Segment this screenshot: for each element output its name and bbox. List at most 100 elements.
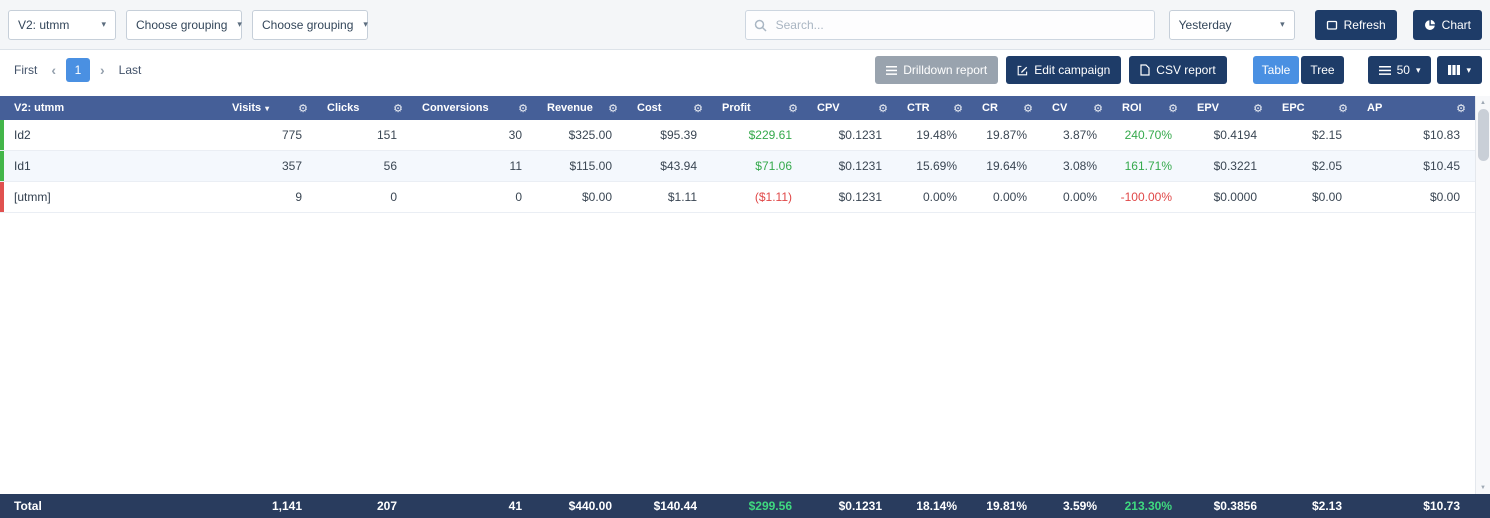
- column-settings-icon[interactable]: ⚙: [953, 102, 963, 115]
- column-label: EPV: [1197, 102, 1220, 114]
- column-settings-icon[interactable]: ⚙: [788, 102, 798, 115]
- cell-revenue: $325.00: [568, 128, 612, 142]
- cell-ap: $10.45: [1423, 159, 1460, 173]
- total-cr: 19.81%: [986, 499, 1027, 513]
- cell-ap: $10.83: [1423, 128, 1460, 142]
- column-settings-icon[interactable]: ⚙: [878, 102, 888, 115]
- drilldown-label: Drilldown report: [903, 63, 988, 77]
- table-row[interactable]: Id1 357 56 11 $115.00 $43.94 $71.06 $0.1…: [0, 151, 1475, 182]
- column-settings-icon[interactable]: ⚙: [393, 102, 403, 115]
- cell-ctr: 0.00%: [922, 190, 957, 204]
- column-header-cpv[interactable]: CPV ⚙: [807, 96, 897, 120]
- hamburger-icon: [1378, 65, 1391, 75]
- scroll-up-icon[interactable]: ▲: [1480, 99, 1486, 106]
- campaign-dropdown[interactable]: V2: utmm ▾: [8, 9, 116, 40]
- caret-down-icon: ▾: [1415, 64, 1421, 75]
- column-settings-icon[interactable]: ⚙: [1253, 102, 1263, 115]
- chevron-right-icon[interactable]: ›: [100, 62, 105, 78]
- refresh-label: Refresh: [1343, 17, 1386, 32]
- scrollbar-thumb[interactable]: [1477, 109, 1489, 161]
- tree-view-toggle[interactable]: Tree: [1301, 56, 1344, 84]
- table-view-toggle[interactable]: Table: [1252, 56, 1300, 84]
- column-header-revenue[interactable]: Revenue ⚙: [537, 96, 627, 120]
- column-settings-icon[interactable]: ⚙: [298, 102, 308, 115]
- total-visits: 1,141: [271, 499, 302, 513]
- date-range-value: Yesterday: [1178, 17, 1232, 32]
- search-input[interactable]: [744, 9, 1155, 40]
- column-header-cost[interactable]: Cost ⚙: [627, 96, 712, 120]
- csv-report-button[interactable]: CSV report: [1129, 56, 1227, 84]
- column-label: EPC: [1282, 102, 1305, 114]
- cell-revenue: $0.00: [581, 190, 612, 204]
- cell-epv: $0.4194: [1213, 128, 1257, 142]
- caret-down-icon: ▾: [237, 19, 242, 29]
- top-toolbar: V2: utmm ▾ Choose grouping ▾ Choose grou…: [0, 0, 1490, 50]
- column-header-cr[interactable]: CR ⚙: [972, 96, 1042, 120]
- columns-icon: [1448, 65, 1461, 75]
- search-container: [744, 9, 1155, 40]
- column-header-ctr[interactable]: CTR ⚙: [897, 96, 972, 120]
- column-header-roi[interactable]: ROI ⚙: [1112, 96, 1187, 120]
- status-indicator: [0, 182, 4, 212]
- column-settings-icon[interactable]: ⚙: [693, 102, 703, 115]
- cell-roi: 240.70%: [1124, 128, 1172, 142]
- table-row[interactable]: [utmm] 9 0 0 $0.00 $1.11 ($1.11) $0.1231…: [0, 182, 1475, 213]
- date-range-dropdown[interactable]: Yesterday ▾: [1168, 9, 1295, 40]
- column-label: Profit: [722, 102, 751, 114]
- column-settings-icon[interactable]: ⚙: [1456, 102, 1466, 115]
- column-settings-icon[interactable]: ⚙: [1168, 102, 1178, 115]
- column-settings-icon[interactable]: ⚙: [1023, 102, 1033, 115]
- total-cpv: $0.1231: [838, 499, 882, 513]
- column-header-visits[interactable]: Visits ▾ ⚙: [222, 96, 317, 120]
- column-header-ap[interactable]: AP ⚙: [1357, 96, 1475, 120]
- pagination-page-1[interactable]: 1: [66, 58, 90, 82]
- column-settings-icon[interactable]: ⚙: [1093, 102, 1103, 115]
- row-name-cell: Id2: [0, 120, 222, 150]
- refresh-icon: [1326, 20, 1337, 30]
- column-settings-icon[interactable]: ⚙: [518, 102, 528, 115]
- scroll-down-icon[interactable]: ▼: [1480, 484, 1486, 491]
- column-header-profit[interactable]: Profit ⚙: [712, 96, 807, 120]
- total-roi: 213.30%: [1124, 499, 1172, 513]
- total-revenue: $440.00: [568, 499, 612, 513]
- cell-epc: $2.15: [1311, 128, 1342, 142]
- chevron-left-icon[interactable]: ‹: [51, 62, 56, 78]
- column-label: Revenue: [547, 102, 593, 114]
- tree-toggle-label: Tree: [1310, 63, 1335, 77]
- cell-cr: 19.87%: [986, 128, 1027, 142]
- column-header-cv[interactable]: CV ⚙: [1042, 96, 1112, 120]
- column-header-epc[interactable]: EPC ⚙: [1272, 96, 1357, 120]
- cell-cost: $43.94: [660, 159, 697, 173]
- column-header-epv[interactable]: EPV ⚙: [1187, 96, 1272, 120]
- column-settings-icon[interactable]: ⚙: [608, 102, 618, 115]
- column-settings-icon[interactable]: ⚙: [1338, 102, 1348, 115]
- grouping-dropdown-2[interactable]: Choose grouping ▾: [252, 9, 368, 40]
- column-header-name[interactable]: V2: utmm: [0, 96, 222, 120]
- refresh-button[interactable]: Refresh: [1314, 9, 1397, 40]
- table-actions: Drilldown report Edit campaign CSV repor…: [875, 56, 1482, 84]
- edit-campaign-button[interactable]: Edit campaign: [1006, 56, 1122, 84]
- total-cost: $140.44: [653, 499, 697, 513]
- cell-profit: $229.61: [748, 128, 792, 142]
- chart-button[interactable]: Chart: [1412, 9, 1482, 40]
- columns-dropdown[interactable]: ▾: [1437, 56, 1482, 84]
- edit-pencil-icon: [1017, 65, 1028, 75]
- total-ap: $10.73: [1423, 499, 1460, 513]
- column-header-conversions[interactable]: Conversions ⚙: [412, 96, 537, 120]
- column-header-clicks[interactable]: Clicks ⚙: [317, 96, 412, 120]
- table-row[interactable]: Id2 775 151 30 $325.00 $95.39 $229.61 $0…: [0, 120, 1475, 151]
- pagination-last[interactable]: Last: [118, 63, 142, 77]
- column-label: V2: utmm: [14, 102, 65, 114]
- table-toggle-label: Table: [1261, 63, 1291, 77]
- drilldown-report-button[interactable]: Drilldown report: [875, 56, 999, 84]
- pagination-first[interactable]: First: [14, 63, 38, 77]
- cell-epc: $0.00: [1311, 190, 1342, 204]
- cell-visits: 775: [281, 128, 302, 142]
- cell-cpv: $0.1231: [838, 128, 882, 142]
- grouping-dropdown-1[interactable]: Choose grouping ▾: [126, 9, 242, 40]
- page-size-dropdown[interactable]: 50 ▾: [1367, 56, 1432, 84]
- edit-campaign-label: Edit campaign: [1034, 63, 1111, 77]
- grouping-dropdown-2-value: Choose grouping: [262, 17, 354, 32]
- vertical-scrollbar[interactable]: ▲ ▼: [1475, 96, 1490, 494]
- pagination-bar: First ‹ 1 › Last Drilldown report Edit c…: [0, 50, 1490, 90]
